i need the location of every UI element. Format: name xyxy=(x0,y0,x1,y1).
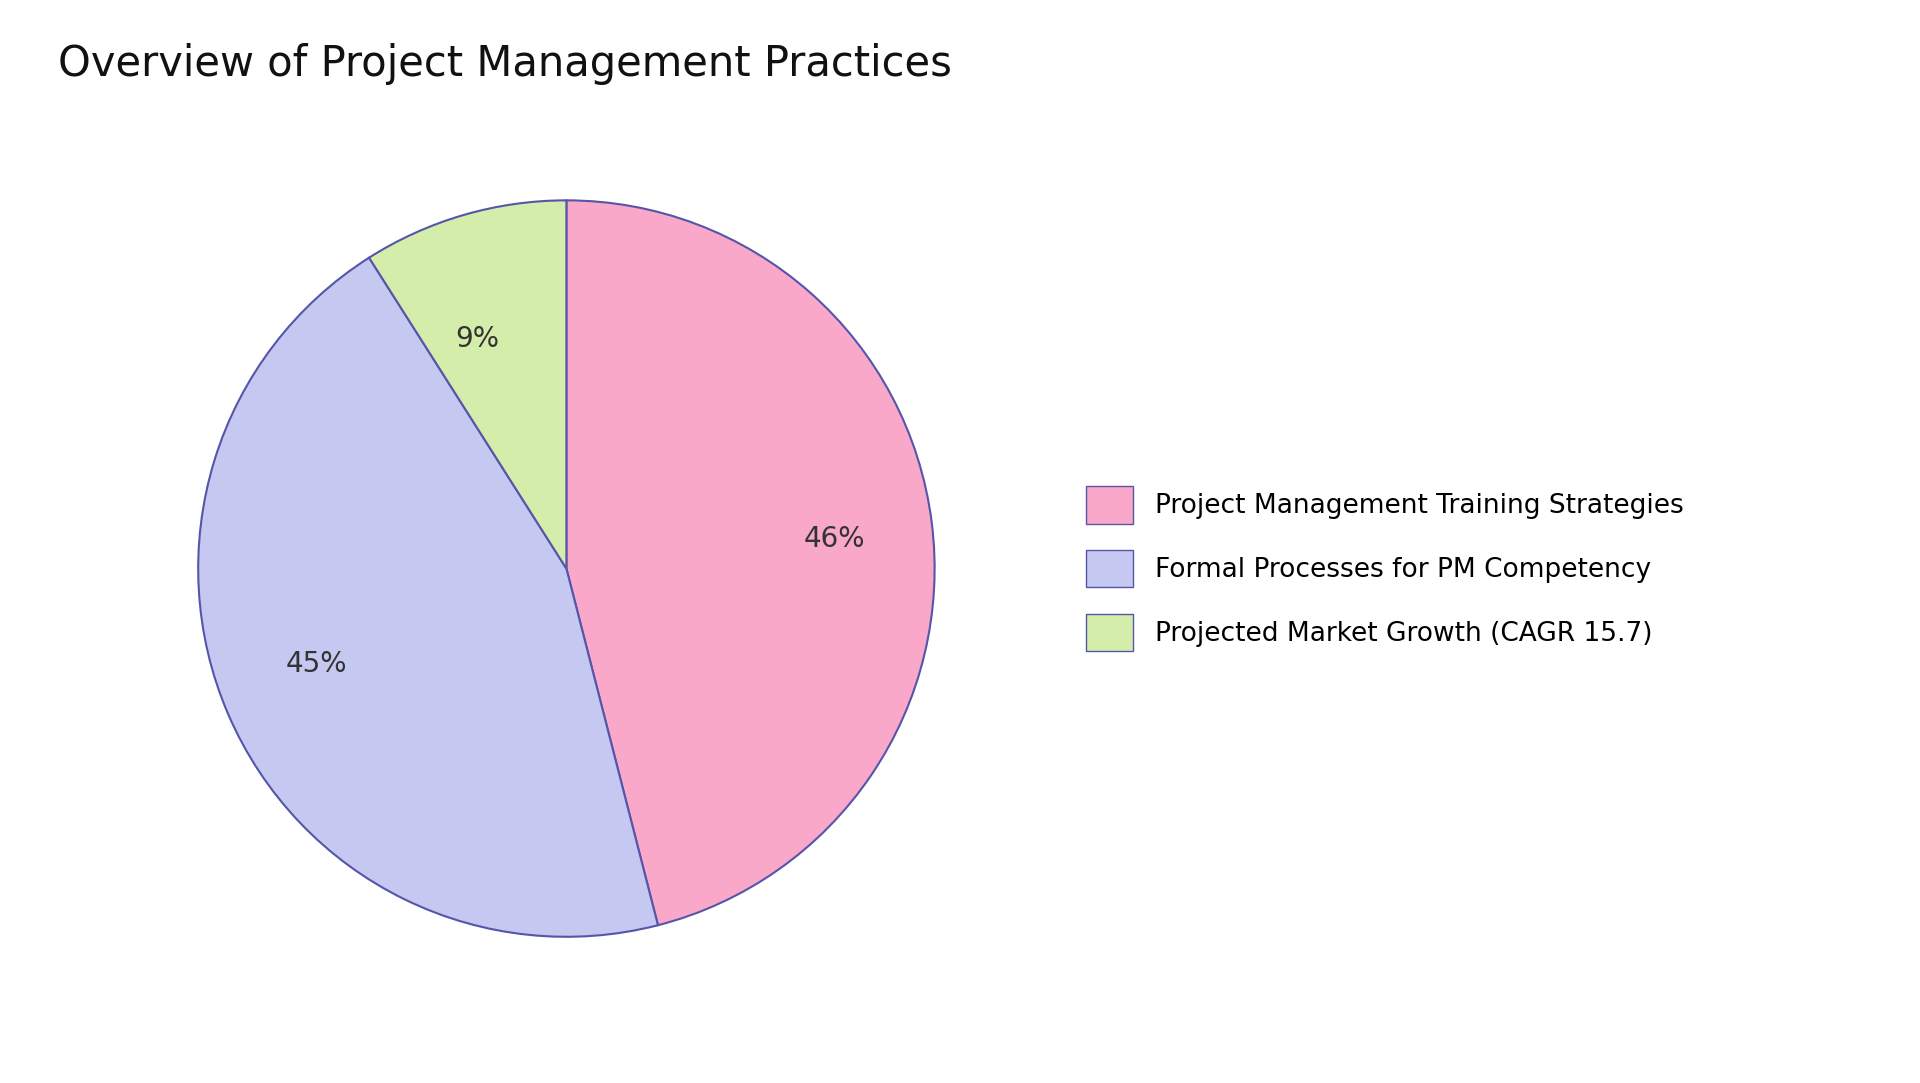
Text: 46%: 46% xyxy=(804,524,866,552)
Wedge shape xyxy=(369,200,566,569)
Text: 45%: 45% xyxy=(286,650,348,678)
Text: 9%: 9% xyxy=(455,325,499,353)
Wedge shape xyxy=(198,258,659,937)
Text: Overview of Project Management Practices: Overview of Project Management Practices xyxy=(58,43,952,86)
Legend: Project Management Training Strategies, Formal Processes for PM Competency, Proj: Project Management Training Strategies, … xyxy=(1087,486,1684,651)
Wedge shape xyxy=(566,200,935,925)
